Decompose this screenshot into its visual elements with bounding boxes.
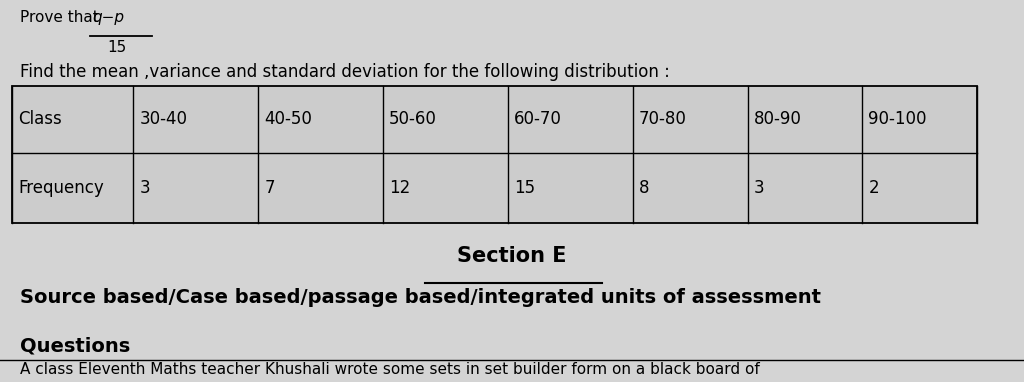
Text: 30-40: 30-40 (139, 110, 187, 128)
Text: q−p: q−p (92, 10, 124, 24)
Text: Prove that: Prove that (20, 10, 99, 24)
Text: 50-60: 50-60 (389, 110, 437, 128)
Text: 70-80: 70-80 (639, 110, 687, 128)
Text: 15: 15 (514, 179, 536, 197)
Text: 7: 7 (264, 179, 274, 197)
Text: 15: 15 (108, 40, 127, 55)
Text: 3: 3 (139, 179, 150, 197)
Text: 60-70: 60-70 (514, 110, 562, 128)
Bar (12, 86, 977, 223)
Text: 3: 3 (754, 179, 764, 197)
Text: 40-50: 40-50 (264, 110, 312, 128)
Text: Section E: Section E (458, 246, 566, 266)
Text: 90-100: 90-100 (868, 110, 927, 128)
Text: 12: 12 (389, 179, 411, 197)
Text: Source based/Case based/passage based/integrated units of assessment: Source based/Case based/passage based/in… (20, 288, 821, 308)
Text: Find the mean ,variance and standard deviation for the following distribution :: Find the mean ,variance and standard dev… (20, 63, 671, 81)
Text: 80-90: 80-90 (754, 110, 802, 128)
Text: Frequency: Frequency (18, 179, 104, 197)
Text: A class Eleventh Maths teacher Khushali wrote some sets in set builder form on a: A class Eleventh Maths teacher Khushali … (20, 362, 760, 377)
Text: 2: 2 (868, 179, 879, 197)
Text: 8: 8 (639, 179, 649, 197)
Text: Questions: Questions (20, 336, 131, 355)
Text: Class: Class (18, 110, 62, 128)
